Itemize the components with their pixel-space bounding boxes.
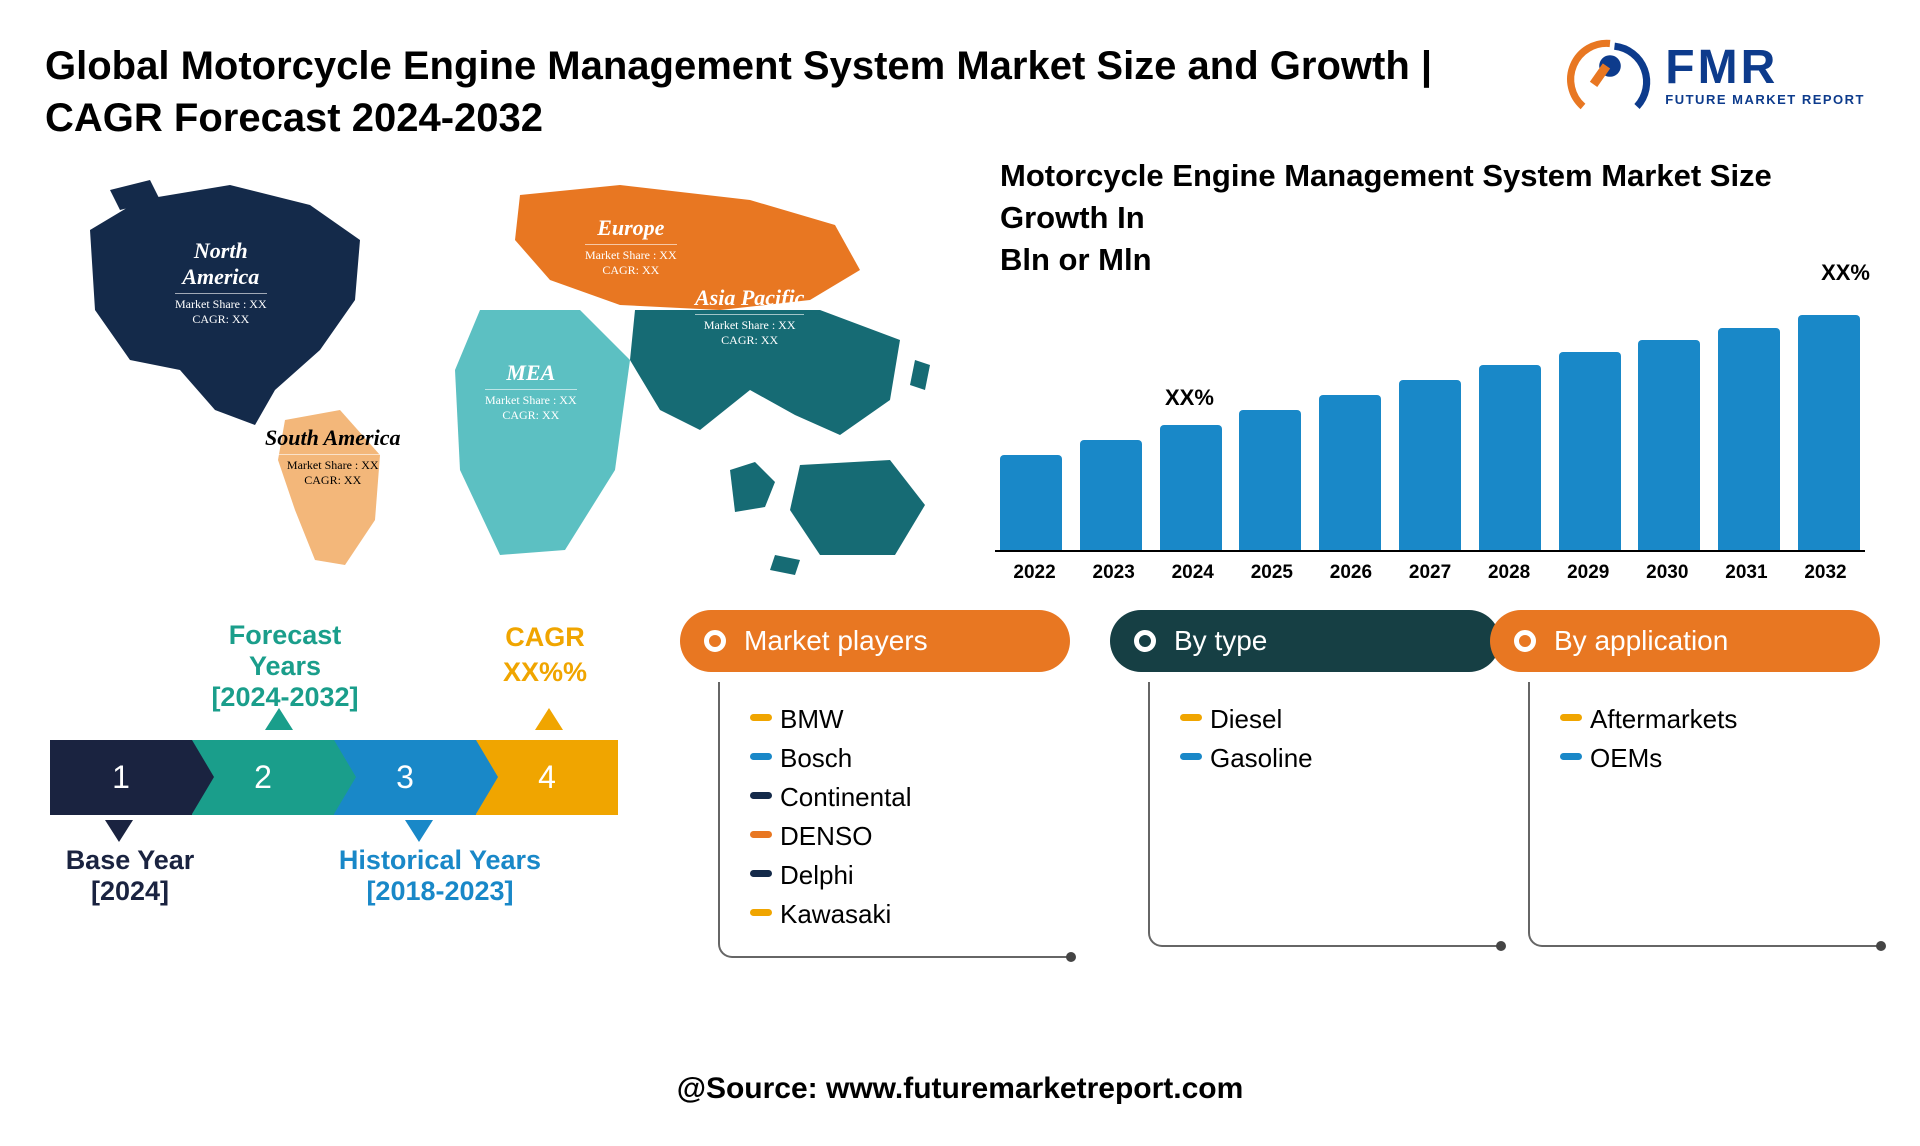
bar-2031 bbox=[1713, 328, 1785, 550]
list-item: Bosch bbox=[750, 739, 1070, 778]
list-item: Aftermarkets bbox=[1560, 700, 1880, 739]
region-mea bbox=[455, 310, 630, 555]
by-application-label: By application bbox=[1554, 625, 1728, 657]
axis-year: 2031 bbox=[1707, 552, 1786, 595]
region-label-sa: South AmericaMarket Share : XXCAGR: XX bbox=[265, 425, 401, 488]
bar-2029 bbox=[1554, 352, 1626, 550]
axis-year: 2028 bbox=[1470, 552, 1549, 595]
list-item: Kawasaki bbox=[750, 895, 1070, 934]
bar-2026 bbox=[1314, 395, 1386, 550]
market-players-col: Market players BMWBoschContinentalDENSOD… bbox=[680, 610, 1070, 958]
source-attribution: @Source: www.futuremarketreport.com bbox=[0, 1072, 1920, 1106]
by-type-pill: By type bbox=[1110, 610, 1500, 672]
triangle-up-icon bbox=[265, 708, 293, 730]
axis-year: 2032 bbox=[1786, 552, 1865, 595]
axis-year: 2027 bbox=[1390, 552, 1469, 595]
list-item: Diesel bbox=[1180, 700, 1500, 739]
bar-2032 bbox=[1793, 315, 1865, 550]
region-label-na: NorthAmericaMarket Share : XXCAGR: XX bbox=[175, 238, 267, 327]
market-players-label: Market players bbox=[744, 625, 928, 657]
region-label-mea: MEAMarket Share : XXCAGR: XX bbox=[485, 360, 577, 423]
region-label-eu: EuropeMarket Share : XXCAGR: XX bbox=[585, 215, 677, 278]
timeline-bar: 1 2 3 4 bbox=[50, 740, 618, 815]
triangle-up-icon bbox=[535, 708, 563, 730]
by-type-col: By type DieselGasoline bbox=[1110, 610, 1500, 947]
by-type-label: By type bbox=[1174, 625, 1267, 657]
region-eu bbox=[515, 185, 860, 310]
axis-year: 2022 bbox=[995, 552, 1074, 595]
axis-year: 2024 bbox=[1153, 552, 1232, 595]
logo-text: FMR bbox=[1665, 44, 1865, 92]
bar-2024 bbox=[1155, 425, 1227, 550]
bar-chart: XX% XX% 20222023202420252026202720282029… bbox=[995, 310, 1865, 595]
bar-2023 bbox=[1075, 440, 1147, 550]
axis-year: 2023 bbox=[1074, 552, 1153, 595]
spyglass-icon bbox=[1565, 30, 1655, 120]
market-players-pill: Market players bbox=[680, 610, 1070, 672]
chart-title: Motorcycle Engine Management System Mark… bbox=[1000, 155, 1820, 281]
bar-2025 bbox=[1234, 410, 1306, 550]
forecast-label: Forecast Years[2024-2032] bbox=[190, 620, 380, 713]
list-item: DENSO bbox=[750, 817, 1070, 856]
page-title: Global Motorcycle Engine Management Syst… bbox=[45, 40, 1445, 144]
circle-icon bbox=[1514, 630, 1536, 652]
bar-2030 bbox=[1634, 340, 1706, 550]
axis-year: 2025 bbox=[1232, 552, 1311, 595]
logo-subtitle: FUTURE MARKET REPORT bbox=[1665, 92, 1865, 107]
fmr-logo: FMR FUTURE MARKET REPORT bbox=[1565, 30, 1865, 120]
pct-label-2032: XX% bbox=[1821, 260, 1870, 286]
axis-year: 2026 bbox=[1311, 552, 1390, 595]
axis-year: 2029 bbox=[1549, 552, 1628, 595]
circle-icon bbox=[704, 630, 726, 652]
triangle-down-icon bbox=[405, 820, 433, 842]
bar-2028 bbox=[1474, 365, 1546, 550]
bar-2022 bbox=[995, 455, 1067, 550]
tl-seg-1: 1 bbox=[50, 740, 192, 815]
bar-2027 bbox=[1394, 380, 1466, 550]
region-label-ap: Asia PacificMarket Share : XXCAGR: XX bbox=[695, 285, 804, 348]
triangle-down-icon bbox=[105, 820, 133, 842]
list-item: BMW bbox=[750, 700, 1070, 739]
cagr-label: CAGRXX%% bbox=[480, 620, 610, 690]
world-map: NorthAmericaMarket Share : XXCAGR: XX Sou… bbox=[60, 160, 960, 575]
list-item: Continental bbox=[750, 778, 1070, 817]
list-item: Gasoline bbox=[1180, 739, 1500, 778]
by-application-col: By application AftermarketsOEMs bbox=[1490, 610, 1880, 947]
circle-icon bbox=[1134, 630, 1156, 652]
list-item: OEMs bbox=[1560, 739, 1880, 778]
list-item: Delphi bbox=[750, 856, 1070, 895]
by-application-pill: By application bbox=[1490, 610, 1880, 672]
region-au bbox=[790, 460, 925, 555]
axis-year: 2030 bbox=[1628, 552, 1707, 595]
historical-label: Historical Years[2018-2023] bbox=[325, 845, 555, 907]
base-year-label: Base Year[2024] bbox=[50, 845, 210, 907]
